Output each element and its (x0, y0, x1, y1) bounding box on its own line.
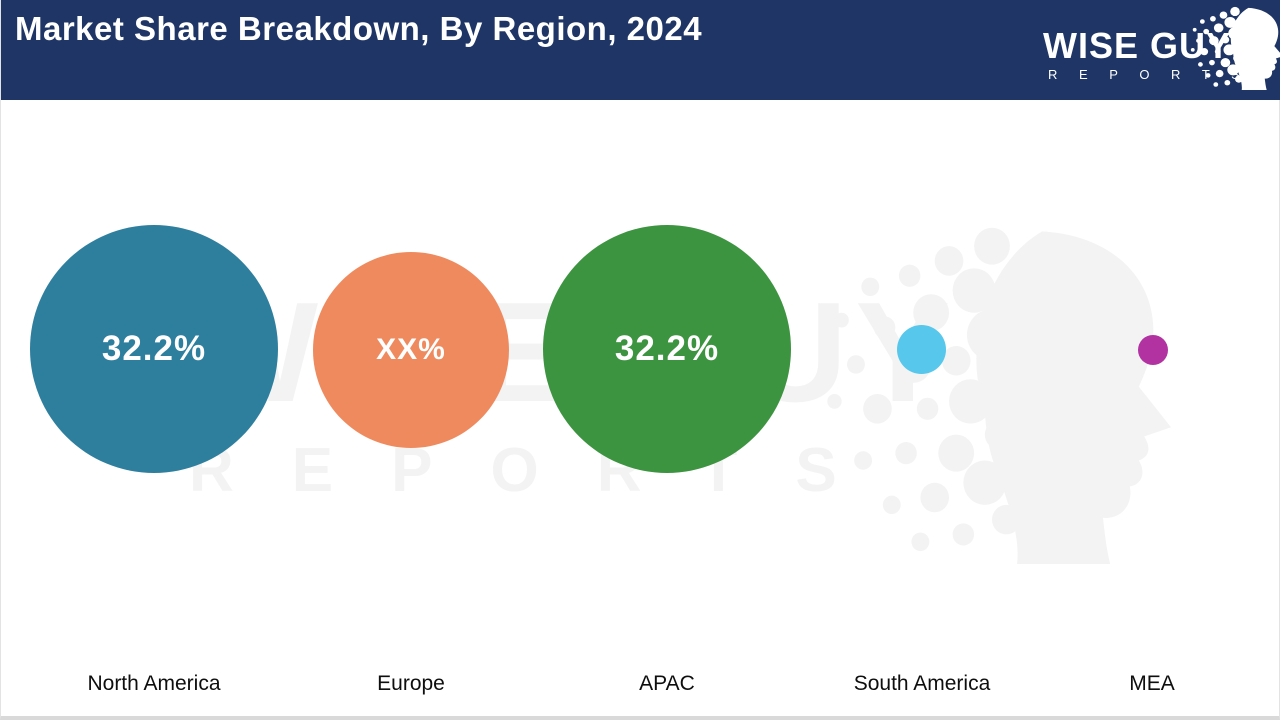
header-bar: Market Share Breakdown, By Region, 2024 … (1, 0, 1280, 100)
bubble-europe: XX% (313, 252, 509, 448)
bubble-mea (1138, 335, 1168, 365)
bubble-north-america: 32.2% (30, 225, 278, 473)
page-title: Market Share Breakdown, By Region, 2024 (15, 10, 703, 47)
category-label-south-america: South America (853, 672, 991, 695)
bubble-apac: 32.2% (543, 225, 791, 473)
category-label-apac: APAC (639, 672, 695, 695)
category-label-north-america: North America (87, 672, 221, 695)
brand-head-icon (1190, 6, 1280, 90)
bubble-value-europe: XX% (376, 333, 446, 366)
bubble-value-north-america: 32.2% (101, 329, 207, 368)
bubble-value-apac: 32.2% (614, 329, 720, 368)
category-label-mea: MEA (1129, 672, 1175, 695)
brand-name: WISE GUY (1043, 25, 1232, 66)
brand-logo-text: WISE GUY R E P O R T S (1043, 25, 1249, 82)
bubble-south-america (897, 325, 946, 374)
category-label-europe: Europe (377, 672, 445, 695)
background-watermark-subtext: REPORTS (189, 436, 895, 505)
brand-subname: R E P O R T S (1048, 67, 1249, 82)
watermark-head-graphic (827, 227, 1171, 564)
